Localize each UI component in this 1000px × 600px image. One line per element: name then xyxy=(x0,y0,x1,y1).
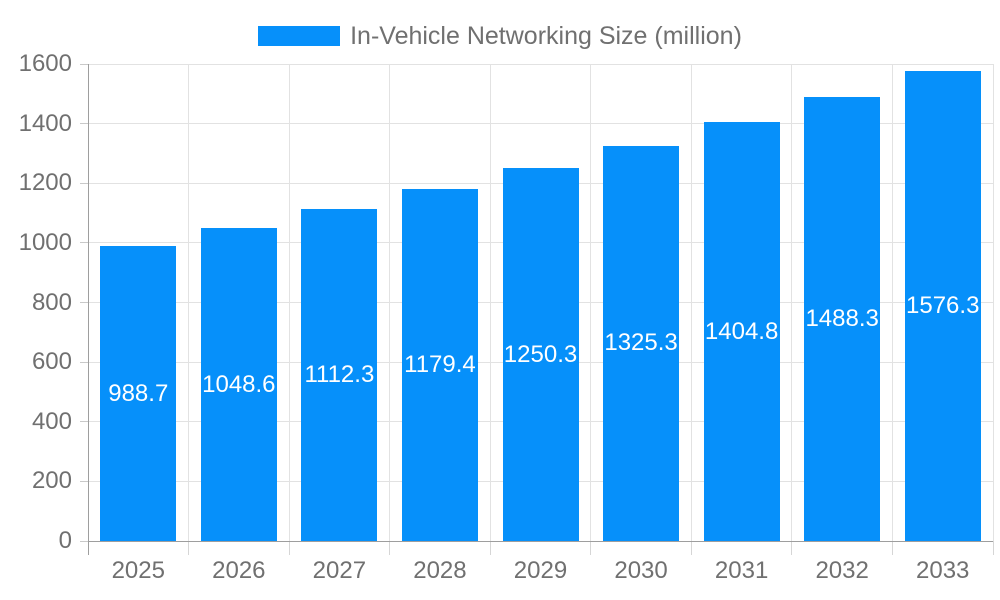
legend-marker-icon xyxy=(258,26,341,46)
x-axis-tick xyxy=(891,541,893,555)
y-axis-tick xyxy=(80,242,88,244)
y-axis-label: 1600 xyxy=(18,50,72,77)
x-axis-label: 2026 xyxy=(212,557,266,584)
plot-area: 988.7 1048.6 1112.3 1179.4 1250.3 1325.3 1404.… xyxy=(88,63,994,541)
gridline-vertical xyxy=(590,64,592,541)
y-axis-tick xyxy=(80,540,88,542)
y-axis-label: 200 xyxy=(31,467,72,495)
bar-value-label: 1179.4 xyxy=(404,351,476,379)
x-axis-tick xyxy=(389,541,391,555)
y-axis-label: 1400 xyxy=(18,109,72,137)
x-axis-label: 2029 xyxy=(513,557,568,584)
x-axis-label: 2027 xyxy=(312,557,367,584)
bar-value-label: 1576.3 xyxy=(906,292,980,320)
gridline-vertical xyxy=(389,64,391,541)
bar-2028[interactable]: 1179.4 xyxy=(401,189,478,541)
x-axis-label: 2028 xyxy=(413,557,467,584)
bar-value-label: 1112.3 xyxy=(304,361,375,389)
x-axis-tick xyxy=(791,541,793,555)
gridline-vertical xyxy=(288,64,290,541)
bar-2029[interactable]: 1250.3 xyxy=(502,168,579,541)
x-axis-label: 2030 xyxy=(614,557,668,584)
bar-value-label: 1404.8 xyxy=(704,317,779,345)
y-axis-label: 600 xyxy=(31,348,72,376)
gridline-horizontal xyxy=(88,63,993,65)
legend[interactable]: In-Vehicle Networking Size (million) xyxy=(0,22,1000,50)
x-axis-tick xyxy=(992,541,994,555)
bar-value-label: 1048.6 xyxy=(202,370,276,398)
legend-label: In-Vehicle Networking Size (million) xyxy=(350,22,742,50)
bar-2031[interactable]: 1404.8 xyxy=(703,122,780,541)
x-axis-tick xyxy=(188,541,190,555)
y-axis-tick xyxy=(80,63,88,65)
y-axis-label: 0 xyxy=(58,527,72,554)
x-axis-tick xyxy=(590,541,592,555)
gridline-horizontal xyxy=(88,123,993,125)
gridline-vertical xyxy=(791,64,793,541)
bar-2030[interactable]: 1325.3 xyxy=(603,145,680,541)
x-axis-line xyxy=(88,540,993,542)
gridline-vertical xyxy=(188,64,190,541)
gridline-vertical xyxy=(992,64,994,541)
bar-value-label: 988.7 xyxy=(108,379,169,407)
gridline-vertical xyxy=(891,64,893,541)
bar-value-label: 1488.3 xyxy=(805,305,879,333)
y-axis-label: 1000 xyxy=(18,228,72,256)
y-axis-tick xyxy=(80,480,88,482)
y-axis-tick xyxy=(80,123,88,125)
y-axis-tick xyxy=(80,421,88,423)
bar-2032[interactable]: 1488.3 xyxy=(804,97,881,541)
y-axis-label: 1200 xyxy=(18,169,72,197)
bar-value-label: 1325.3 xyxy=(604,329,678,357)
x-axis-tick xyxy=(87,541,89,555)
x-axis-label: 2025 xyxy=(111,557,165,584)
y-axis-tick xyxy=(80,182,88,184)
y-axis-tick xyxy=(80,361,88,363)
x-axis-tick xyxy=(489,541,491,555)
x-axis-label: 2031 xyxy=(714,557,769,584)
x-axis-tick xyxy=(288,541,290,555)
x-axis-label: 2032 xyxy=(815,557,869,584)
bar-2027[interactable]: 1112.3 xyxy=(301,209,378,541)
bar-2025[interactable]: 988.7 xyxy=(100,246,177,541)
bar-2026[interactable]: 1048.6 xyxy=(200,228,277,541)
x-axis-tick xyxy=(690,541,692,555)
y-axis-line xyxy=(87,64,89,541)
y-axis-tick xyxy=(80,302,88,303)
gridline-vertical xyxy=(489,64,491,541)
x-axis-label: 2033 xyxy=(916,557,970,584)
y-axis-label: 400 xyxy=(31,407,72,435)
bar-2033[interactable]: 1576.3 xyxy=(904,71,981,541)
y-axis-label: 800 xyxy=(31,288,72,316)
bar-value-label: 1250.3 xyxy=(503,340,578,368)
gridline-vertical xyxy=(690,64,692,541)
